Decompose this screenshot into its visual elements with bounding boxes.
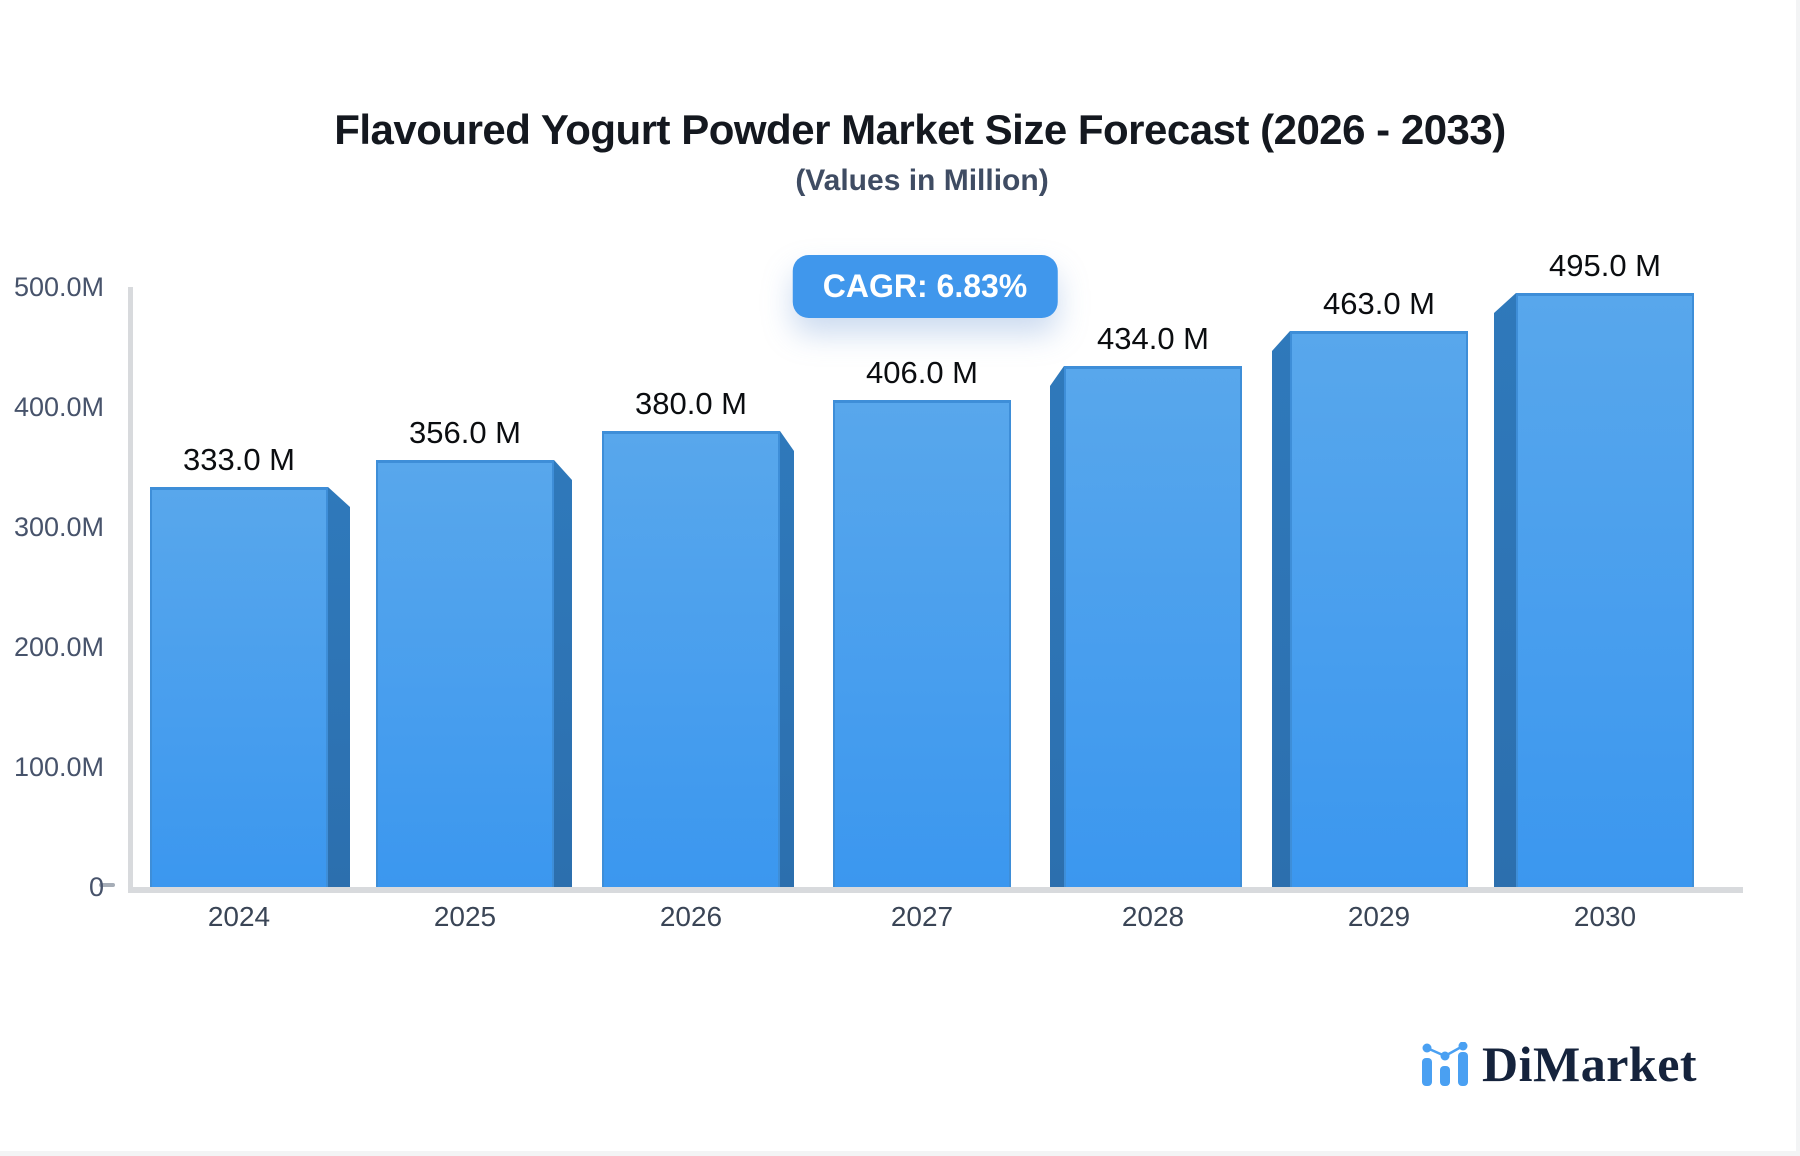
- y-axis-label: 400.0M: [13, 392, 104, 422]
- x-axis-label: 2027: [890, 901, 954, 932]
- bar-2026[interactable]: [602, 431, 794, 887]
- chart-subtitle: (Values in Million): [795, 164, 1049, 197]
- bar-value-label: 333.0 M: [182, 442, 295, 477]
- bar-value-label: 495.0 M: [1548, 248, 1661, 283]
- bar-face: [602, 431, 780, 887]
- bar-side-face: [1272, 331, 1290, 887]
- y-axis-label: 200.0M: [13, 632, 104, 662]
- bar-face: [1290, 331, 1468, 887]
- y-axis-label: 0: [88, 872, 104, 902]
- bar-face: [1516, 293, 1694, 887]
- bar-2024[interactable]: [150, 487, 350, 887]
- brand-logo[interactable]: DiMarket: [1421, 1036, 1698, 1092]
- x-axis-label: 2025: [433, 901, 497, 932]
- cagr-badge: CAGR: 6.83%: [792, 255, 1058, 318]
- bar-2030[interactable]: [1494, 293, 1694, 887]
- y-axis-label: 100.0M: [13, 752, 104, 782]
- y-axis-label: 300.0M: [13, 512, 104, 542]
- mini-bar-line-chart-icon: [1421, 1042, 1469, 1088]
- bar-value-label: 463.0 M: [1322, 286, 1435, 321]
- bar-face: [376, 460, 554, 887]
- bar-value-label: 356.0 M: [408, 415, 521, 450]
- bar-face: [150, 487, 328, 887]
- x-axis-label: 2029: [1347, 901, 1411, 932]
- y-axis-line: [128, 287, 133, 893]
- bar-face: [1064, 366, 1242, 887]
- bar-2029[interactable]: [1272, 331, 1468, 887]
- bar-value-label: 434.0 M: [1096, 321, 1209, 356]
- bar-side-face: [328, 487, 350, 887]
- x-axis-label: 2026: [659, 901, 723, 932]
- bar-2025[interactable]: [376, 460, 572, 887]
- brand-logo-text: DiMarket: [1482, 1036, 1698, 1092]
- bar-side-face: [780, 431, 794, 887]
- chart-title: Flavoured Yogurt Powder Market Size Fore…: [334, 106, 1506, 153]
- x-axis-line: [128, 887, 1743, 893]
- x-axis-label: 2024: [207, 901, 271, 932]
- y-axis-label: 500.0M: [13, 272, 104, 302]
- bar-2027[interactable]: [833, 400, 1011, 887]
- bar-side-face: [554, 460, 572, 887]
- x-axis-label: 2030: [1573, 901, 1637, 932]
- bar-2028[interactable]: [1050, 366, 1242, 887]
- bar-side-face: [1494, 293, 1516, 887]
- bar-face: [833, 400, 1011, 887]
- x-axis-label: 2028: [1121, 901, 1185, 932]
- bar-value-label: 406.0 M: [865, 355, 978, 390]
- zero-tick-mark: [99, 883, 115, 887]
- bar-side-face: [1050, 366, 1064, 887]
- bar-value-label: 380.0 M: [634, 386, 747, 421]
